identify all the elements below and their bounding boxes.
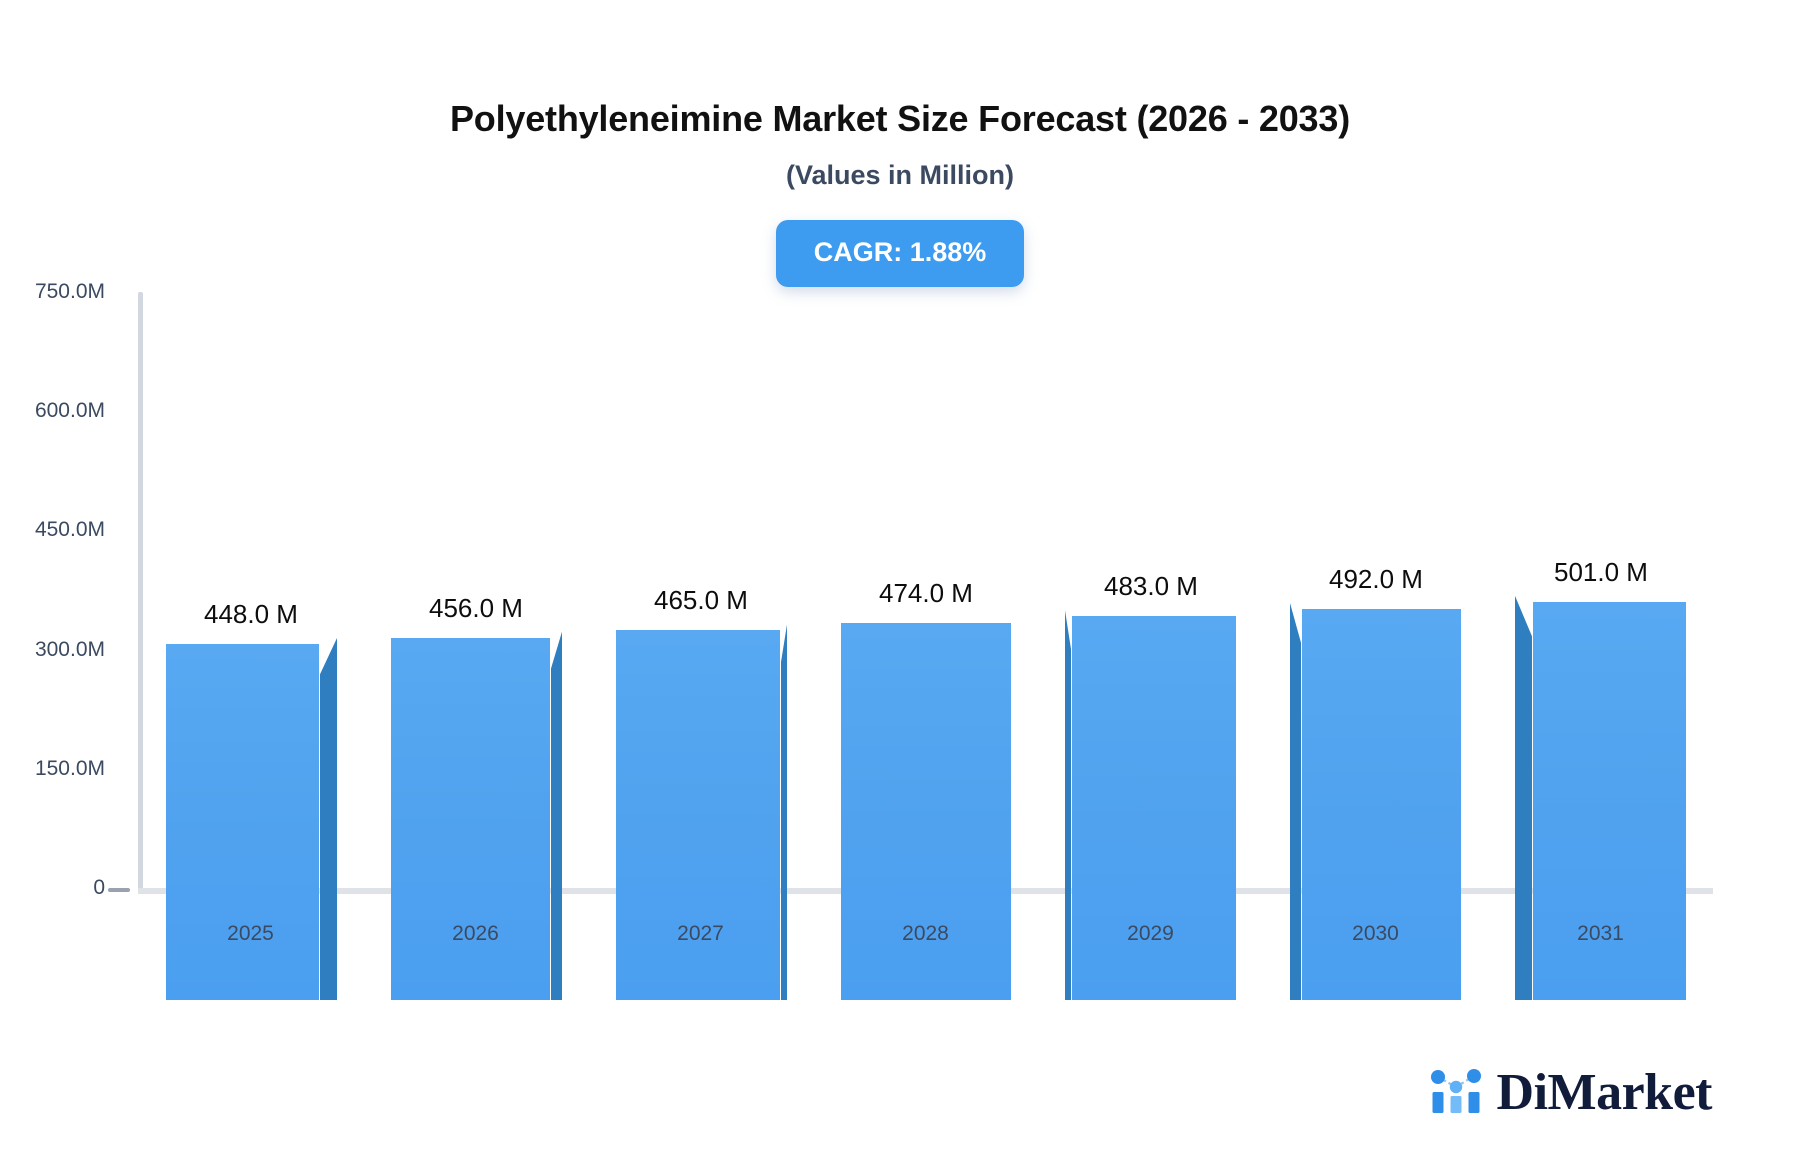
x-axis-tick-label: 2028: [902, 922, 949, 945]
x-axis-tick-label: 2027: [677, 922, 724, 945]
bar[interactable]: 492.0 M: [1290, 112, 1461, 1000]
x-axis-tick-label: 2025: [227, 922, 274, 945]
bar-value-label: 465.0 M: [654, 585, 748, 616]
bar-3d-side: [320, 638, 337, 1000]
x-axis-tick-label: 2030: [1352, 922, 1399, 945]
bar[interactable]: 474.0 M: [841, 112, 1011, 1000]
logo-wordmark: DiMarket: [1496, 1063, 1713, 1121]
bar-value-label: 501.0 M: [1554, 556, 1648, 587]
cagr-badge: CAGR: 1.88%: [775, 220, 1025, 287]
bar-front-face: [1533, 601, 1686, 1000]
bar-value-label: 474.0 M: [879, 578, 973, 609]
bar[interactable]: 501.0 M: [1515, 112, 1686, 1000]
y-axis-zero-tick: [108, 888, 130, 892]
bar[interactable]: 465.0 M: [616, 112, 787, 1000]
y-axis-tick-label: 300.0M: [34, 637, 105, 661]
bar-front-face: [1072, 616, 1236, 1000]
x-axis-tick-label: 2031: [1577, 922, 1624, 945]
bar-3d-side: [551, 631, 562, 1000]
bar-3d-side: [1065, 610, 1071, 1000]
dimarket-logo: DiMarket: [1429, 1063, 1713, 1121]
bar-front-face: [841, 623, 1011, 1000]
bar-value-label: 456.0 M: [429, 592, 523, 623]
page-title: Polyethyleneimine Market Size Forecast (…: [449, 98, 1350, 139]
bar[interactable]: 448.0 M: [166, 112, 337, 1000]
bar-value-label: 492.0 M: [1329, 564, 1423, 595]
x-axis-tick-label: 2029: [1127, 922, 1174, 945]
y-axis-tick-label: 0: [93, 876, 105, 899]
y-axis-tick-label: 600.0M: [34, 399, 105, 423]
chart-header: Polyethyleneimine Market Size Forecast (…: [0, 0, 1800, 191]
bar-front-face: [166, 644, 319, 1000]
bar-3d-side: [781, 624, 787, 1000]
bar[interactable]: 483.0 M: [1065, 112, 1236, 1000]
bar-front-face: [616, 630, 780, 1000]
cagr-badge-container: CAGR: 1.88%: [0, 220, 1800, 287]
chart-subtitle: (Values in Million): [785, 160, 1015, 190]
y-axis-tick-label: 750.0M: [34, 280, 105, 303]
x-axis-tick-label: 2026: [452, 922, 499, 945]
bar-front-face: [1302, 609, 1461, 1000]
bar-3d-side: [1290, 603, 1301, 1000]
bar-value-label: 483.0 M: [1104, 571, 1198, 602]
bar-front-face: [391, 637, 550, 1000]
bar-series: 448.0 M 456.0 M 465.0 M 474.0 M 483.0 M 492.0…: [166, 112, 1686, 1000]
y-axis-tick-label: 150.0M: [34, 756, 105, 780]
y-axis-line: [138, 292, 143, 890]
y-axis-tick-label: 450.0M: [34, 518, 105, 542]
bar-value-label: 448.0 M: [204, 599, 298, 629]
bar-chart-trend-icon: [1429, 1065, 1483, 1120]
bar-3d-side: [1515, 595, 1532, 1000]
bar[interactable]: 456.0 M: [391, 112, 562, 1000]
